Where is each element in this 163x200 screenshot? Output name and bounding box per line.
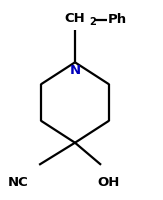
Text: NC: NC [8,175,29,188]
Text: Ph: Ph [108,12,127,25]
Text: CH: CH [65,12,85,25]
Text: OH: OH [98,175,120,188]
Text: N: N [69,64,81,77]
Text: 2: 2 [89,16,96,26]
